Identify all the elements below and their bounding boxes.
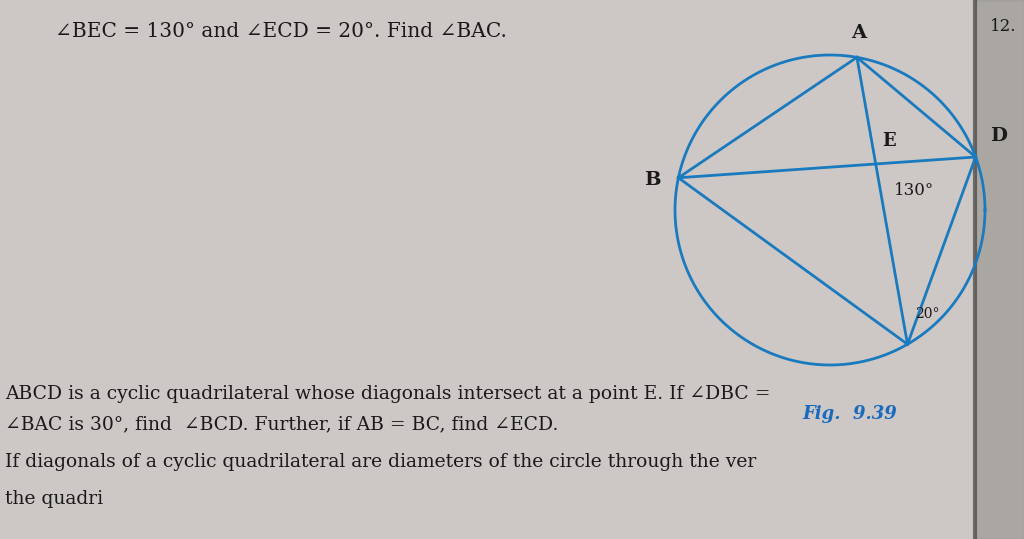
- Text: B: B: [644, 171, 660, 189]
- Text: ∠BAC is 30°, find  ∠BCD. Further, if AB = BC, find ∠ECD.: ∠BAC is 30°, find ∠BCD. Further, if AB =…: [5, 415, 558, 433]
- Text: 12.: 12.: [990, 18, 1017, 35]
- Text: ABCD is a cyclic quadrilateral whose diagonals intersect at a point E. If ∠DBC =: ABCD is a cyclic quadrilateral whose dia…: [5, 385, 770, 403]
- Text: If diagonals of a cyclic quadrilateral are diameters of the circle through the v: If diagonals of a cyclic quadrilateral a…: [5, 453, 757, 471]
- Text: A: A: [851, 24, 866, 43]
- Text: 130°: 130°: [894, 182, 934, 199]
- Text: Fig.  9.39: Fig. 9.39: [803, 405, 897, 423]
- Text: the quadri: the quadri: [5, 490, 103, 508]
- Text: D: D: [989, 127, 1007, 145]
- Text: E: E: [882, 132, 895, 150]
- Text: 20°: 20°: [915, 307, 940, 321]
- Text: ∠BEC = 130° and ∠ECD = 20°. Find ∠BAC.: ∠BEC = 130° and ∠ECD = 20°. Find ∠BAC.: [55, 22, 507, 41]
